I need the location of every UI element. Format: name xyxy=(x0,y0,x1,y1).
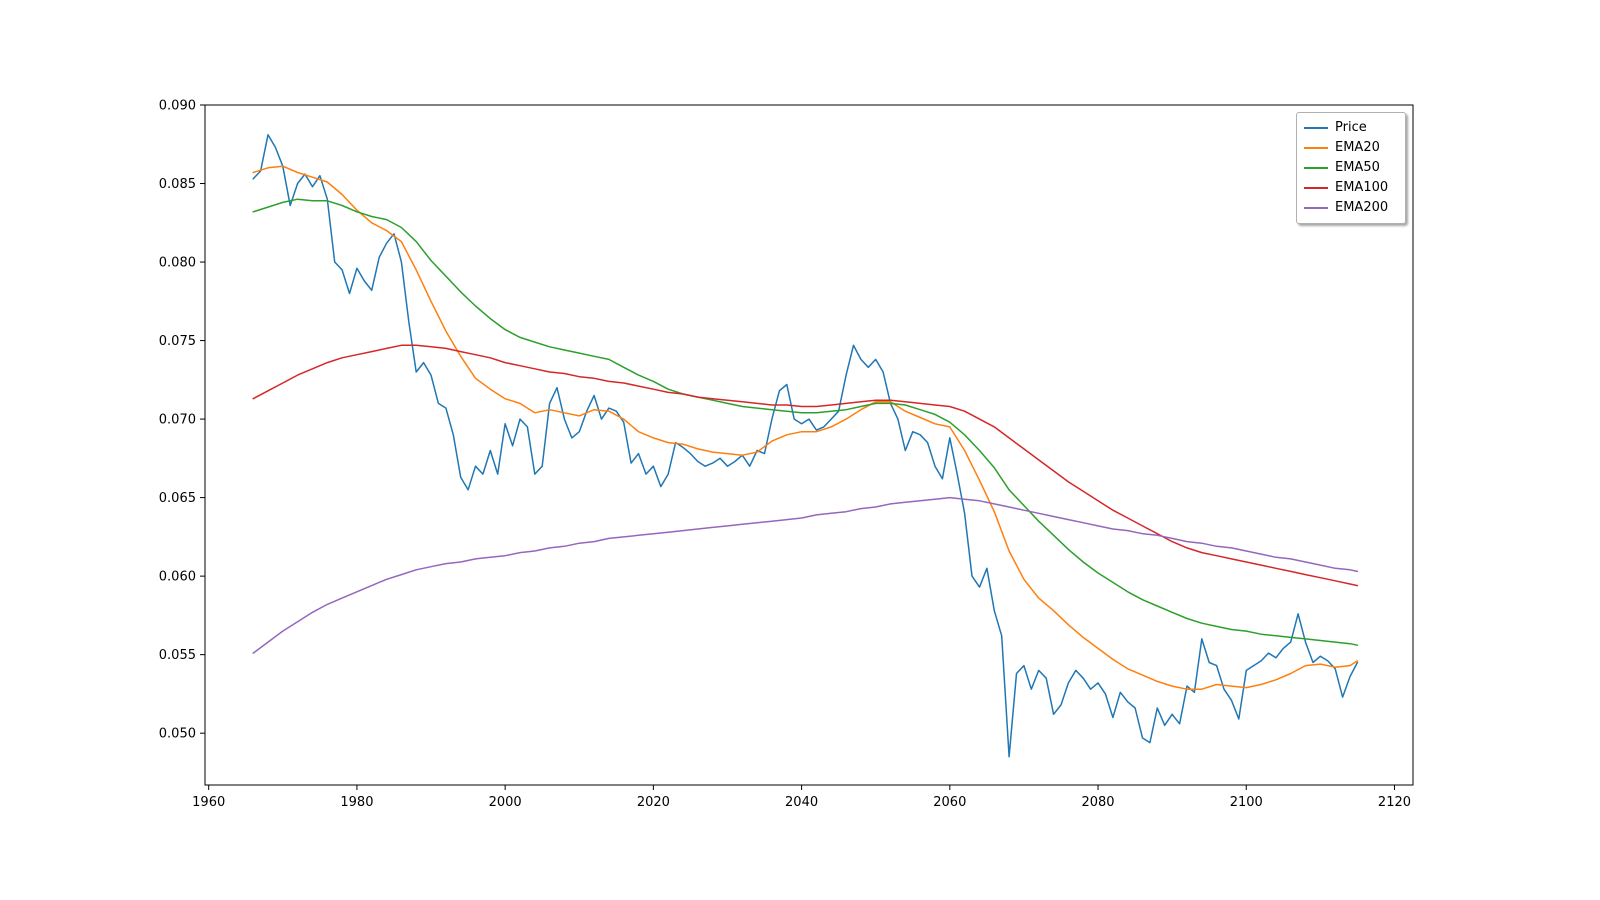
x-tick-label: 2060 xyxy=(933,795,966,810)
x-tick-label: 2120 xyxy=(1378,795,1411,810)
y-tick-label: 0.085 xyxy=(159,177,196,192)
y-tick-label: 0.080 xyxy=(159,256,196,271)
x-tick-label: 2040 xyxy=(785,795,818,810)
legend-label-ema50: EMA50 xyxy=(1335,160,1380,175)
legend-swatch-ema50 xyxy=(1304,167,1328,169)
y-tick-label: 0.060 xyxy=(159,570,196,585)
y-tick-label: 0.075 xyxy=(159,334,196,349)
legend-item-ema100: EMA100 xyxy=(1304,178,1397,198)
series-line-ema20 xyxy=(252,165,1359,690)
y-tick-label: 0.055 xyxy=(159,648,196,663)
legend-item-ema50: EMA50 xyxy=(1304,158,1397,178)
y-tick-label: 0.070 xyxy=(159,413,196,428)
legend-label-price: Price xyxy=(1335,120,1367,135)
legend-swatch-price xyxy=(1304,127,1328,129)
x-tick-label: 2020 xyxy=(637,795,670,810)
legend-item-ema20: EMA20 xyxy=(1304,138,1397,158)
x-tick-label: 2080 xyxy=(1081,795,1114,810)
series-line-ema100 xyxy=(252,344,1359,587)
legend-swatch-ema100 xyxy=(1304,187,1328,189)
legend-item-ema200: EMA200 xyxy=(1304,198,1397,218)
legend-swatch-ema200 xyxy=(1304,207,1328,209)
legend-label-ema20: EMA20 xyxy=(1335,140,1380,155)
x-tick-label: 1960 xyxy=(192,795,225,810)
x-tick-label: 2000 xyxy=(489,795,522,810)
x-tick-label: 1980 xyxy=(340,795,373,810)
y-tick-label: 0.090 xyxy=(159,99,196,114)
legend-label-ema100: EMA100 xyxy=(1335,180,1389,195)
x-tick-label: 2100 xyxy=(1230,795,1263,810)
plot-frame xyxy=(204,104,1414,786)
legend-swatch-ema20 xyxy=(1304,147,1328,149)
legend-label-ema200: EMA200 xyxy=(1335,200,1389,215)
legend: Price EMA20 EMA50 EMA100 EMA200 xyxy=(1296,112,1406,224)
y-tick-label: 0.050 xyxy=(159,727,196,742)
series-line-ema200 xyxy=(252,496,1359,654)
y-tick-label: 0.065 xyxy=(159,491,196,506)
legend-item-price: Price xyxy=(1304,118,1397,138)
series-line-price xyxy=(252,134,1359,758)
series-line-ema50 xyxy=(252,198,1359,646)
